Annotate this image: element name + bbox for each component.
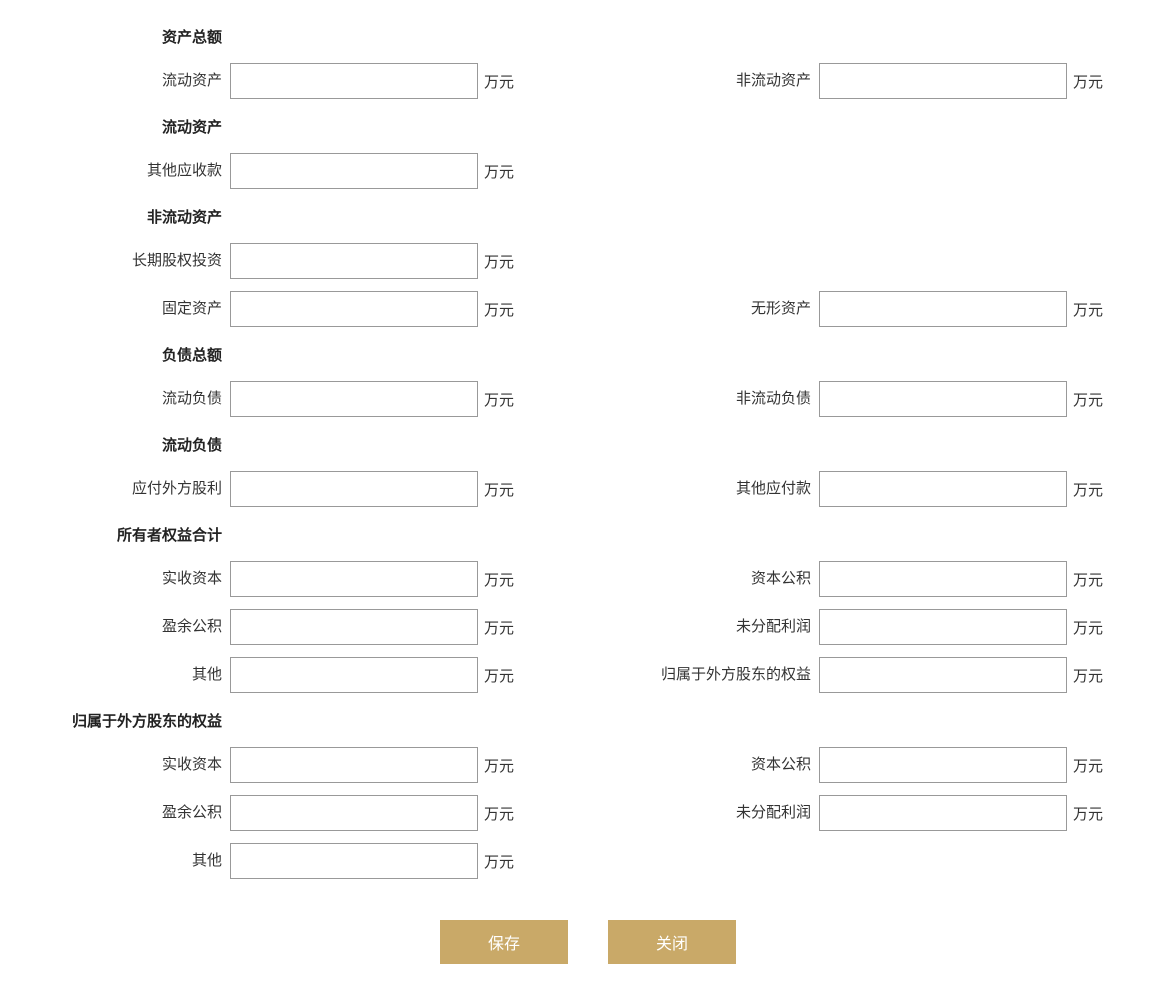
row-dividends-payable: 应付外方股利 万元 其他应付款 万元: [5, 470, 1171, 508]
unit-label: 万元: [1073, 755, 1103, 776]
row-paid-in-capital: 实收资本 万元 资本公积 万元: [5, 560, 1171, 598]
label-dividends-payable: 应付外方股利: [5, 479, 230, 499]
section-owners-equity: 所有者权益合计: [5, 518, 1171, 554]
unit-label: 万元: [1073, 299, 1103, 320]
unit-label: 万元: [484, 479, 514, 500]
input-non-current-assets[interactable]: [819, 63, 1067, 99]
close-button[interactable]: 关闭: [608, 920, 736, 964]
row-long-term-equity: 长期股权投资 万元: [5, 242, 1171, 280]
input-surplus-reserve[interactable]: [230, 609, 478, 645]
label-undistributed-profit2: 未分配利润: [514, 803, 819, 823]
row-current-liabilities: 流动负债 万元 非流动负债 万元: [5, 380, 1171, 418]
input-foreign-shareholder-equity[interactable]: [819, 657, 1067, 693]
header-foreign-equity: 归属于外方股东的权益: [5, 712, 230, 732]
input-non-current-liabilities[interactable]: [819, 381, 1067, 417]
input-other2[interactable]: [230, 843, 478, 879]
input-intangible-assets[interactable]: [819, 291, 1067, 327]
label-other-receivables: 其他应收款: [5, 161, 230, 181]
input-capital-reserve[interactable]: [819, 561, 1067, 597]
financial-form: 资产总额 流动资产 万元 非流动资产 万元 流动资产 其他应收款 万元 非流动资…: [5, 20, 1171, 964]
unit-label: 万元: [1073, 479, 1103, 500]
input-capital-reserve2[interactable]: [819, 747, 1067, 783]
header-current-liabilities: 流动负债: [5, 436, 230, 456]
button-row: 保存 关闭: [5, 920, 1171, 964]
unit-label: 万元: [1073, 617, 1103, 638]
header-non-current-assets: 非流动资产: [5, 208, 230, 228]
unit-label: 万元: [484, 299, 514, 320]
section-total-assets: 资产总额: [5, 20, 1171, 56]
input-undistributed-profit2[interactable]: [819, 795, 1067, 831]
input-other-payables[interactable]: [819, 471, 1067, 507]
label-current-liabilities: 流动负债: [5, 389, 230, 409]
input-fixed-assets[interactable]: [230, 291, 478, 327]
input-undistributed-profit[interactable]: [819, 609, 1067, 645]
unit-label: 万元: [1073, 389, 1103, 410]
unit-label: 万元: [484, 617, 514, 638]
input-other-receivables[interactable]: [230, 153, 478, 189]
input-dividends-payable[interactable]: [230, 471, 478, 507]
label-paid-in-capital: 实收资本: [5, 569, 230, 589]
label-surplus-reserve2: 盈余公积: [5, 803, 230, 823]
label-paid-in-capital2: 实收资本: [5, 755, 230, 775]
label-other-payables: 其他应付款: [514, 479, 819, 499]
unit-label: 万元: [484, 251, 514, 272]
input-paid-in-capital2[interactable]: [230, 747, 478, 783]
section-current-liabilities: 流动负债: [5, 428, 1171, 464]
label-other2: 其他: [5, 851, 230, 871]
row-paid-in-capital2: 实收资本 万元 资本公积 万元: [5, 746, 1171, 784]
input-paid-in-capital[interactable]: [230, 561, 478, 597]
label-capital-reserve: 资本公积: [514, 569, 819, 589]
unit-label: 万元: [1073, 569, 1103, 590]
label-other: 其他: [5, 665, 230, 685]
unit-label: 万元: [484, 803, 514, 824]
row-current-assets: 流动资产 万元 非流动资产 万元: [5, 62, 1171, 100]
unit-label: 万元: [484, 851, 514, 872]
label-current-assets: 流动资产: [5, 71, 230, 91]
unit-label: 万元: [484, 569, 514, 590]
row-surplus-reserve: 盈余公积 万元 未分配利润 万元: [5, 608, 1171, 646]
unit-label: 万元: [484, 161, 514, 182]
label-capital-reserve2: 资本公积: [514, 755, 819, 775]
row-other2: 其他 万元: [5, 842, 1171, 880]
input-current-assets[interactable]: [230, 63, 478, 99]
section-foreign-equity: 归属于外方股东的权益: [5, 704, 1171, 740]
row-surplus-reserve2: 盈余公积 万元 未分配利润 万元: [5, 794, 1171, 832]
section-total-liabilities: 负债总额: [5, 338, 1171, 374]
header-owners-equity: 所有者权益合计: [5, 526, 230, 546]
header-current-assets: 流动资产: [5, 118, 230, 138]
input-long-term-equity[interactable]: [230, 243, 478, 279]
unit-label: 万元: [1073, 665, 1103, 686]
row-other-receivables: 其他应收款 万元: [5, 152, 1171, 190]
label-surplus-reserve: 盈余公积: [5, 617, 230, 637]
label-long-term-equity: 长期股权投资: [5, 251, 230, 271]
input-surplus-reserve2[interactable]: [230, 795, 478, 831]
input-current-liabilities[interactable]: [230, 381, 478, 417]
unit-label: 万元: [1073, 71, 1103, 92]
unit-label: 万元: [484, 665, 514, 686]
label-non-current-assets: 非流动资产: [514, 71, 819, 91]
save-button[interactable]: 保存: [440, 920, 568, 964]
unit-label: 万元: [484, 71, 514, 92]
unit-label: 万元: [484, 755, 514, 776]
input-other[interactable]: [230, 657, 478, 693]
row-fixed-assets: 固定资产 万元 无形资产 万元: [5, 290, 1171, 328]
label-fixed-assets: 固定资产: [5, 299, 230, 319]
section-current-assets: 流动资产: [5, 110, 1171, 146]
label-undistributed-profit: 未分配利润: [514, 617, 819, 637]
row-other: 其他 万元 归属于外方股东的权益 万元: [5, 656, 1171, 694]
unit-label: 万元: [484, 389, 514, 410]
header-total-liabilities: 负债总额: [5, 346, 230, 366]
unit-label: 万元: [1073, 803, 1103, 824]
header-total-assets: 资产总额: [5, 28, 230, 48]
label-foreign-shareholder-equity: 归属于外方股东的权益: [514, 665, 819, 685]
section-non-current-assets: 非流动资产: [5, 200, 1171, 236]
label-non-current-liabilities: 非流动负债: [514, 389, 819, 409]
label-intangible-assets: 无形资产: [514, 299, 819, 319]
